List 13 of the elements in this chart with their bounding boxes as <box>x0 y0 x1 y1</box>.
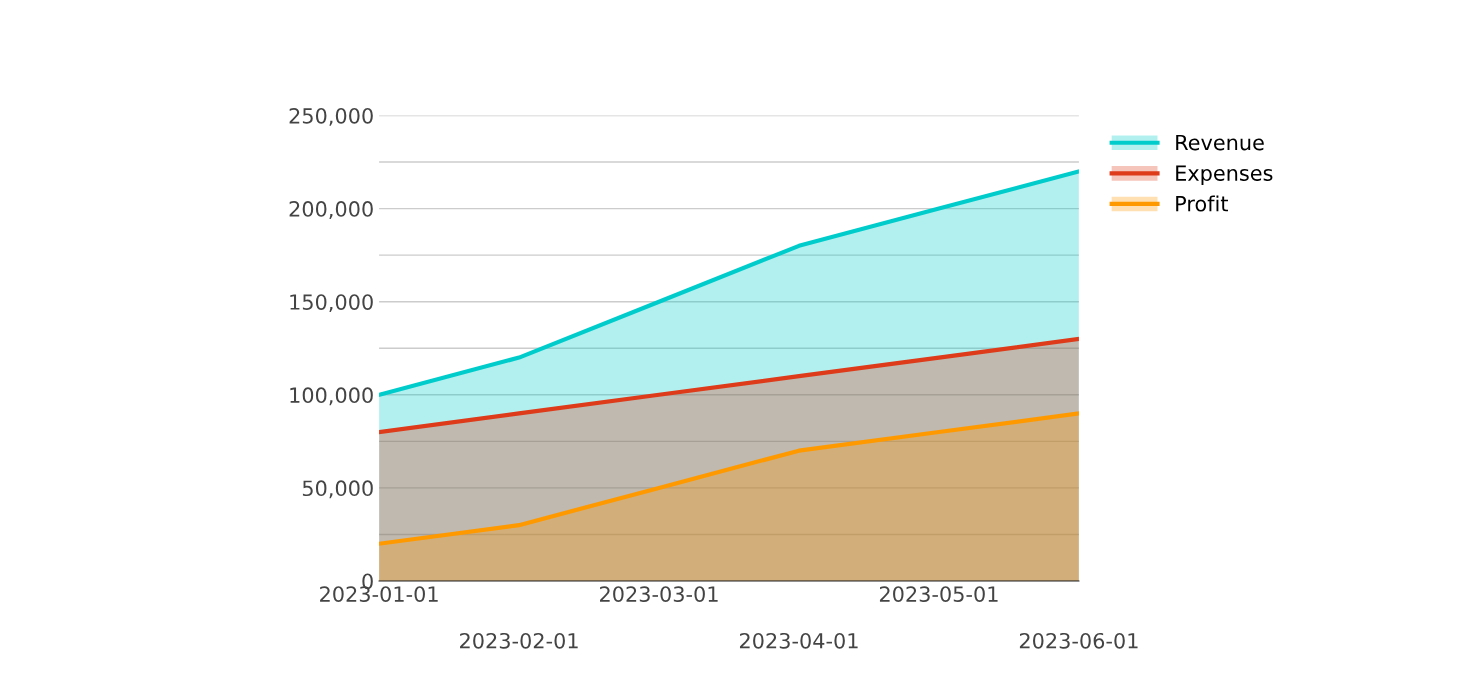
x-tick-label: 2023-02-01 <box>460 632 578 649</box>
legend-label: Revenue <box>1176 134 1264 151</box>
legend-label: Profit <box>1176 195 1228 212</box>
y-tick-label: 50,000 <box>302 480 373 499</box>
x-tick-label: 2023-03-01 <box>600 586 718 602</box>
y-tick-label: 200,000 <box>289 201 373 219</box>
y-tick-label: 250,000 <box>289 107 373 126</box>
x-tick-label: 2023-04-01 <box>739 632 858 649</box>
y-tick-label: 150,000 <box>290 294 373 313</box>
x-tick-label: 2023-06-01 <box>1019 632 1138 649</box>
legend-label: Expenses <box>1176 165 1273 185</box>
y-tick-label: 100,000 <box>290 387 373 406</box>
x-tick-label: 2023-05-01 <box>879 586 998 602</box>
